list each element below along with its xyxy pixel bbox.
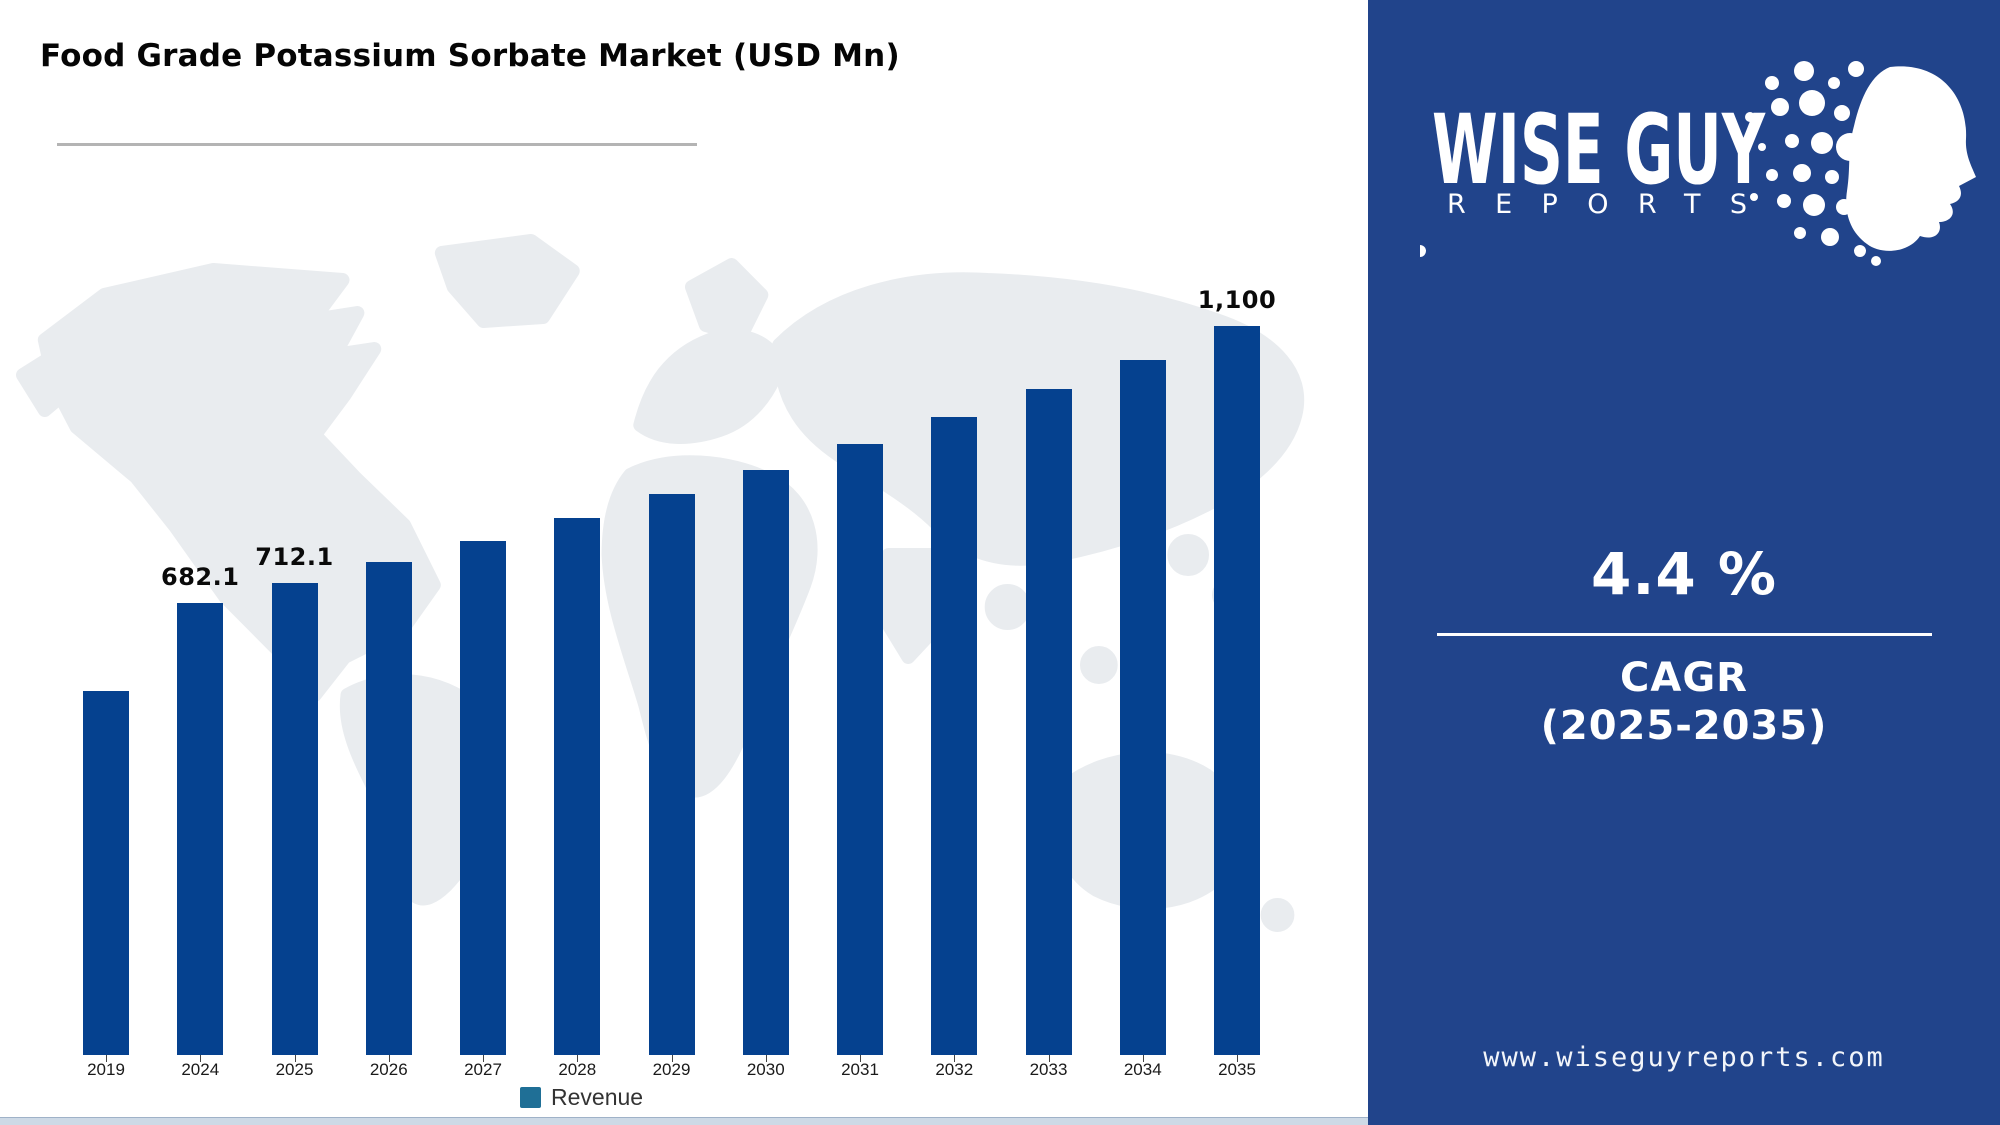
x-axis-label-2034: 2034 (1123, 1060, 1162, 1079)
x-axis-label-2027: 2027 (464, 1060, 502, 1079)
cagr-value: 4.4 % (1590, 540, 1778, 608)
x-axis-tick (671, 1055, 673, 1062)
x-axis-tick (860, 1055, 861, 1062)
bar-2027 (460, 541, 506, 1055)
x-axis-label-2031: 2031 (841, 1060, 879, 1079)
x-axis-label-2026: 2026 (369, 1060, 408, 1079)
x-axis-tick (106, 1055, 107, 1062)
x-axis-label-2025: 2025 (275, 1060, 314, 1079)
title-underline (57, 143, 697, 146)
bar-2028 (554, 518, 601, 1055)
cagr-label: CAGR (1620, 655, 1748, 701)
logo-text-reports: REPORTS (1447, 189, 1747, 220)
x-axis-tick (1237, 1055, 1238, 1062)
x-axis-tick (294, 1055, 296, 1062)
x-axis-label-2030: 2030 (746, 1060, 785, 1079)
x-axis-tick (200, 1055, 202, 1062)
legend-item-revenue[interactable]: Revenue (508, 1080, 658, 1117)
bar-2035 (1214, 326, 1260, 1055)
x-axis-tick (954, 1055, 956, 1062)
cagr-divider (1437, 633, 1932, 636)
logo-face-icon (1420, 61, 1976, 266)
bar-2026 (365, 562, 412, 1055)
bar-2029 (648, 494, 695, 1055)
x-axis-label-2029: 2029 (652, 1060, 691, 1079)
x-axis-tick (483, 1055, 484, 1062)
x-axis-tick (1048, 1055, 1050, 1062)
bar-value-label: 682.1 (161, 563, 240, 591)
legend-label: Revenue (551, 1084, 644, 1110)
bar-2030 (742, 470, 789, 1055)
x-axis-tick (765, 1055, 767, 1062)
bar-2031 (837, 444, 883, 1055)
bar-2025 (271, 583, 318, 1055)
x-axis-label-2019: 2019 (87, 1060, 125, 1079)
x-axis-label-2035: 2035 (1218, 1060, 1256, 1079)
x-axis-label-2032: 2032 (935, 1060, 974, 1079)
x-axis-label-2024: 2024 (181, 1060, 220, 1079)
x-axis-tick (388, 1055, 390, 1062)
bar-2033 (1025, 389, 1072, 1055)
world-map-watermark (15, 234, 1305, 932)
bar-value-label: 1,100 (1197, 286, 1277, 314)
x-axis-tick (1142, 1055, 1144, 1062)
wise-guy-reports-logo: WISE GUY REPORTS (1420, 61, 1976, 266)
x-axis-label-2033: 2033 (1029, 1060, 1068, 1079)
bar-2024 (177, 603, 224, 1055)
cagr-period: (2025-2035) (1540, 703, 1828, 749)
bar-value-label: 712.1 (255, 543, 334, 571)
bar-2032 (931, 417, 978, 1055)
legend-swatch-icon (520, 1087, 541, 1108)
website-link[interactable]: www.wiseguyreports.com (1483, 1042, 1885, 1073)
bar-2034 (1119, 360, 1166, 1055)
chart-title: Food Grade Potassium Sorbate Market (USD… (40, 38, 900, 74)
bottom-scroll-strip (0, 1117, 1368, 1125)
bar-2019 (83, 691, 129, 1055)
chart-area: Food Grade Potassium Sorbate Market (USD… (0, 38, 1368, 1125)
x-axis-label-2028: 2028 (558, 1060, 597, 1079)
x-axis-tick (577, 1055, 579, 1062)
logo-text-wiseguy: WISE GUY (1432, 94, 1766, 206)
